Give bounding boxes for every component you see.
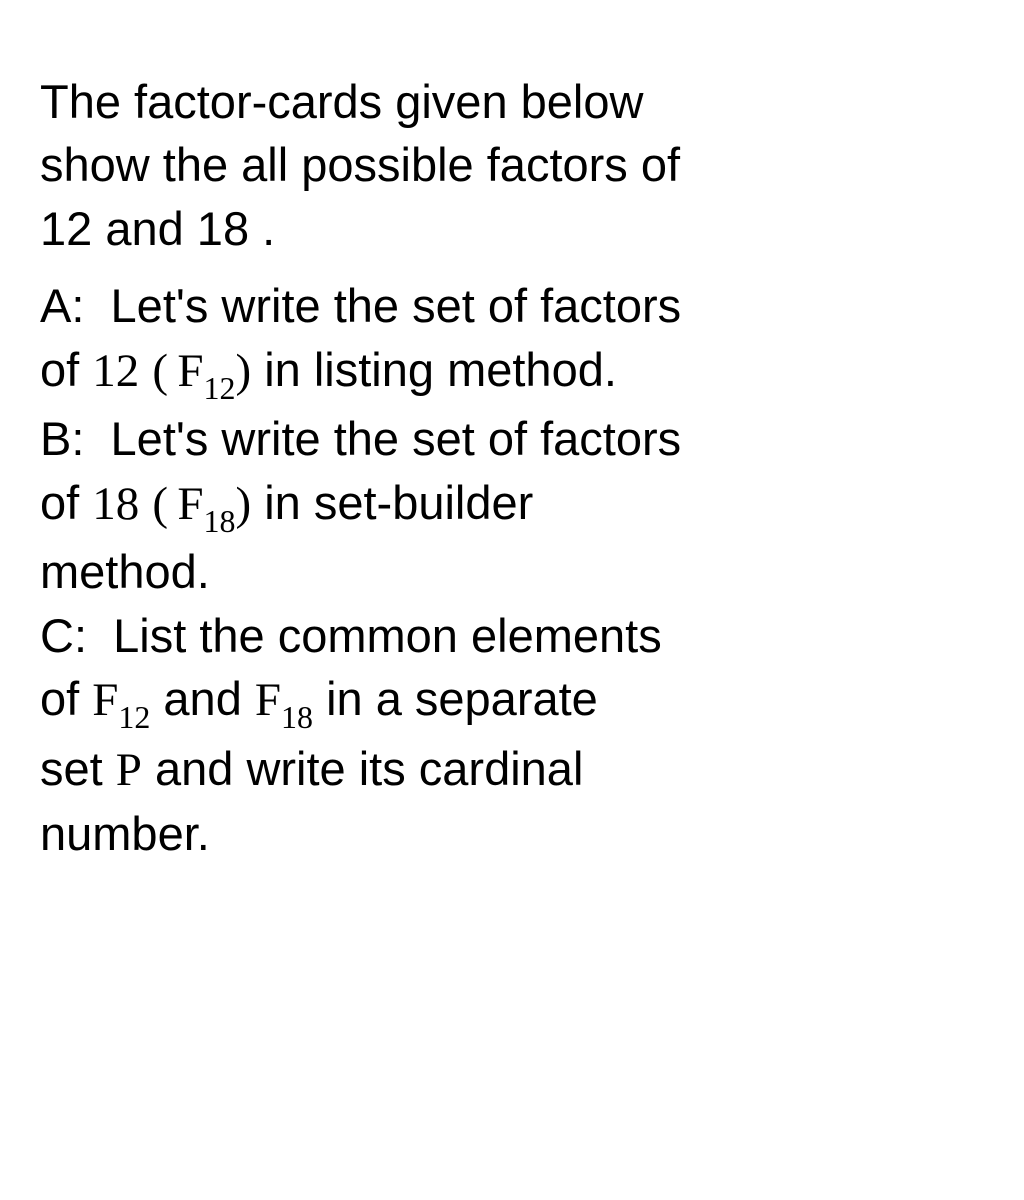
part-a-text-2a: of — [40, 343, 79, 396]
intro-paragraph: The factor-cards given below show the al… — [40, 70, 984, 260]
part-a-label: A: — [40, 279, 84, 332]
part-b-num: 18 — [92, 478, 139, 530]
part-c-var-1: F — [92, 674, 118, 726]
part-a: A: Let's write the set of factors of 12 … — [40, 274, 984, 407]
part-a-num: 12 — [92, 345, 139, 397]
paren-open: ( — [152, 345, 168, 397]
part-b-label: B: — [40, 412, 84, 465]
part-a-sub: 12 — [204, 371, 236, 406]
part-c-var-3: P — [116, 744, 142, 796]
part-c-sub-2: 18 — [281, 700, 313, 735]
part-c: C: List the common elements of F12 and F… — [40, 604, 984, 866]
part-c-var-2: F — [255, 674, 281, 726]
part-b-sub: 18 — [204, 504, 236, 539]
part-b-text-3: method. — [40, 545, 210, 598]
part-b-text-1: Let's write the set of factors — [111, 412, 682, 465]
part-c-text-4: number. — [40, 807, 210, 860]
paren-open-b: ( — [152, 478, 168, 530]
part-c-text-1: List the common elements — [113, 609, 662, 662]
part-c-text-2c: in a separate — [326, 672, 598, 725]
paren-close-b: ) — [236, 478, 252, 530]
paren-close: ) — [236, 345, 252, 397]
part-c-text-2b: and — [163, 672, 241, 725]
part-c-text-2a: of — [40, 672, 79, 725]
intro-line-1: The factor-cards given below — [40, 75, 643, 128]
part-b-text-2b: in set-builder — [264, 476, 533, 529]
part-c-label: C: — [40, 609, 87, 662]
part-c-text-3a: set — [40, 742, 103, 795]
part-c-sub-1: 12 — [118, 700, 150, 735]
part-b: B: Let's write the set of factors of 18 … — [40, 407, 984, 603]
intro-line-2: show the all possible factors of — [40, 138, 680, 191]
intro-line-3: 12 and 18 . — [40, 202, 275, 255]
document-content: The factor-cards given below show the al… — [40, 70, 984, 865]
part-a-var: F — [177, 345, 203, 397]
part-a-text-2b: in listing method. — [264, 343, 617, 396]
part-c-text-3b: and write its cardinal — [155, 742, 583, 795]
part-b-var: F — [177, 478, 203, 530]
part-b-text-2a: of — [40, 476, 79, 529]
part-a-text-1: Let's write the set of factors — [111, 279, 682, 332]
